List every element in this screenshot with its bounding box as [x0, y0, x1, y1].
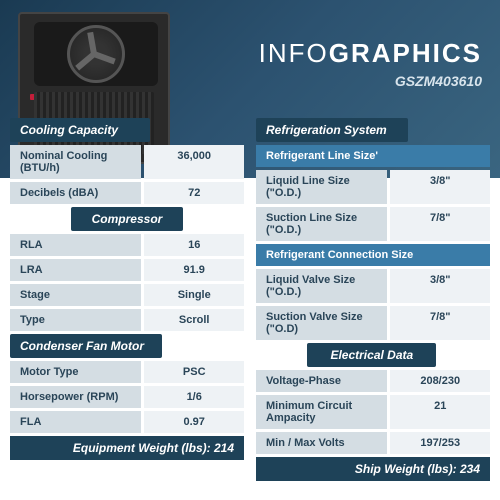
spec-label: Suction Valve Size ("O.D) — [256, 306, 387, 340]
section-refrigeration: Refrigeration System — [256, 118, 408, 142]
table-row: Motor TypePSC — [10, 361, 244, 383]
spec-label: Min / Max Volts — [256, 432, 387, 454]
spec-value: 91.9 — [144, 259, 244, 281]
spec-label: RLA — [10, 234, 141, 256]
table-row: FLA0.97 — [10, 411, 244, 433]
ship-weight: Ship Weight (lbs): 234 — [256, 457, 490, 481]
table-row: TypeScroll — [10, 309, 244, 331]
spec-label: Liquid Line Size ("O.D.) — [256, 170, 387, 204]
spec-value: Scroll — [144, 309, 244, 331]
spec-label: Nominal Cooling (BTU/h) — [10, 145, 141, 179]
table-row: StageSingle — [10, 284, 244, 306]
model-number: GSZM403610 — [259, 73, 482, 89]
section-compressor: Compressor — [71, 207, 183, 231]
table-row: Liquid Line Size ("O.D.)3/8" — [256, 170, 490, 204]
table-row: Min / Max Volts197/253 — [256, 432, 490, 454]
spec-value: 7/8" — [390, 306, 490, 340]
spec-label: Minimum Circuit Ampacity — [256, 395, 387, 429]
spec-label: LRA — [10, 259, 141, 281]
table-row: Suction Valve Size ("O.D)7/8" — [256, 306, 490, 340]
spec-value: 3/8" — [390, 269, 490, 303]
spec-content: Cooling Capacity Nominal Cooling (BTU/h)… — [0, 118, 500, 481]
table-row: Minimum Circuit Ampacity21 — [256, 395, 490, 429]
spec-label: Motor Type — [10, 361, 141, 383]
spec-label: Suction Line Size ("O.D.) — [256, 207, 387, 241]
spec-label: Decibels (dBA) — [10, 182, 141, 204]
spec-label: Stage — [10, 284, 141, 306]
table-row: RLA16 — [10, 234, 244, 256]
spec-value: 197/253 — [390, 432, 490, 454]
equipment-weight: Equipment Weight (lbs): 214 — [10, 436, 244, 460]
spec-value: PSC — [144, 361, 244, 383]
sub-connection-size: Refrigerant Connection Size — [256, 244, 490, 266]
spec-label: Voltage-Phase — [256, 370, 387, 392]
spec-value: 3/8" — [390, 170, 490, 204]
table-row: Voltage-Phase208/230 — [256, 370, 490, 392]
right-column: Refrigeration System Refrigerant Line Si… — [256, 118, 490, 481]
spec-label: Liquid Valve Size ("O.D.) — [256, 269, 387, 303]
ac-fan-top — [34, 22, 158, 86]
spec-value: 21 — [390, 395, 490, 429]
table-row: Suction Line Size ("O.D.)7/8" — [256, 207, 490, 241]
spec-value: 1/6 — [144, 386, 244, 408]
section-electrical: Electrical Data — [307, 343, 436, 367]
section-fan-motor: Condenser Fan Motor — [10, 334, 162, 358]
spec-label: FLA — [10, 411, 141, 433]
table-row: Horsepower (RPM)1/6 — [10, 386, 244, 408]
table-row: Nominal Cooling (BTU/h)36,000 — [10, 145, 244, 179]
spec-label: Horsepower (RPM) — [10, 386, 141, 408]
spec-value: 36,000 — [144, 145, 244, 179]
spec-value: Single — [144, 284, 244, 306]
table-row: LRA91.9 — [10, 259, 244, 281]
spec-value: 7/8" — [390, 207, 490, 241]
table-row: Liquid Valve Size ("O.D.)3/8" — [256, 269, 490, 303]
spec-value: 72 — [144, 182, 244, 204]
sub-line-size: Refrigerant Line Size' — [256, 145, 490, 167]
page-title: INFOGRAPHICS — [259, 38, 482, 69]
spec-label: Type — [10, 309, 141, 331]
table-row: Decibels (dBA)72 — [10, 182, 244, 204]
title-bold: GRAPHICS — [329, 38, 482, 68]
header-text: INFOGRAPHICS GSZM403610 — [259, 38, 482, 89]
left-column: Cooling Capacity Nominal Cooling (BTU/h)… — [10, 118, 244, 481]
spec-value: 0.97 — [144, 411, 244, 433]
fan-circle — [67, 25, 125, 83]
section-cooling: Cooling Capacity — [10, 118, 150, 142]
spec-value: 208/230 — [390, 370, 490, 392]
spec-value: 16 — [144, 234, 244, 256]
title-light: INFO — [259, 38, 329, 68]
